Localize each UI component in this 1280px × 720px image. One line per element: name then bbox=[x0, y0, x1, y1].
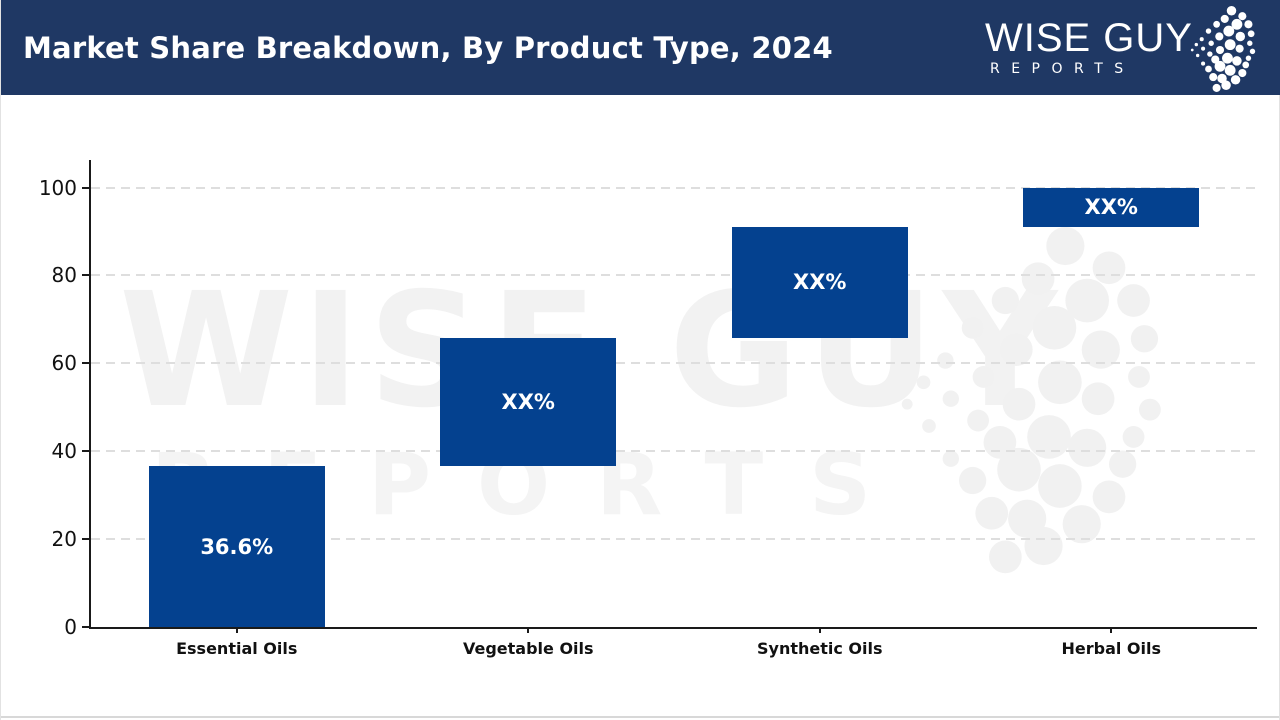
x-category-label-1: Vegetable Oils bbox=[462, 639, 594, 658]
y-tick-label-20: 20 bbox=[51, 527, 77, 552]
y-tick-label-40: 40 bbox=[51, 439, 77, 464]
y-tick-mark-80 bbox=[82, 274, 89, 277]
bar-1: XX% bbox=[440, 338, 617, 467]
y-tick-mark-100 bbox=[82, 186, 89, 189]
header-bar: Market Share Breakdown, By Product Type,… bbox=[1, 0, 1280, 95]
x-category-label-3: Herbal Oils bbox=[1061, 639, 1162, 658]
y-axis-line bbox=[89, 160, 91, 629]
bottom-divider bbox=[1, 716, 1279, 718]
page-title: Market Share Breakdown, By Product Type,… bbox=[23, 30, 833, 65]
gridline-100 bbox=[91, 186, 1257, 189]
x-tick-mark-3 bbox=[1110, 627, 1113, 633]
y-tick-label-100: 100 bbox=[38, 175, 77, 200]
x-tick-mark-2 bbox=[818, 627, 821, 633]
y-tick-label-0: 0 bbox=[64, 615, 77, 639]
y-tick-mark-20 bbox=[82, 538, 89, 541]
x-category-label-2: Synthetic Oils bbox=[756, 639, 883, 658]
bar-value-label: 36.6% bbox=[200, 534, 274, 559]
logo-text: WISE GUY REPORTS bbox=[985, 18, 1193, 77]
logo-head-dots-icon bbox=[1190, 5, 1256, 92]
bar-0: 36.6% bbox=[148, 466, 325, 627]
logo-subtitle: REPORTS bbox=[989, 61, 1135, 77]
x-tick-mark-0 bbox=[235, 627, 238, 633]
bar-value-label: XX% bbox=[1084, 195, 1138, 220]
gridline-80 bbox=[91, 274, 1257, 277]
y-tick-label-80: 80 bbox=[51, 263, 77, 288]
y-tick-mark-40 bbox=[82, 450, 89, 453]
bar-2: XX% bbox=[731, 226, 908, 339]
x-tick-mark-1 bbox=[527, 627, 530, 633]
gridline-40 bbox=[91, 450, 1257, 453]
y-tick-label-60: 60 bbox=[51, 351, 77, 376]
x-category-label-0: Essential Oils bbox=[176, 639, 298, 658]
x-axis-line bbox=[89, 627, 1257, 629]
gridline-20 bbox=[91, 538, 1257, 541]
y-tick-mark-60 bbox=[82, 362, 89, 365]
bar-3: XX% bbox=[1023, 187, 1200, 227]
gridline-60 bbox=[91, 362, 1257, 365]
bar-value-label: XX% bbox=[793, 270, 847, 295]
bar-value-label: XX% bbox=[501, 390, 555, 415]
y-tick-mark-0 bbox=[82, 626, 89, 628]
logo-wordmark: WISE GUY bbox=[984, 16, 1193, 60]
wise-guy-reports-logo: WISE GUY REPORTS bbox=[985, 4, 1261, 92]
plot-area: 0 20 40 60 80 100 36.6% Essential Oils XX% Vegeta… bbox=[39, 160, 1257, 658]
